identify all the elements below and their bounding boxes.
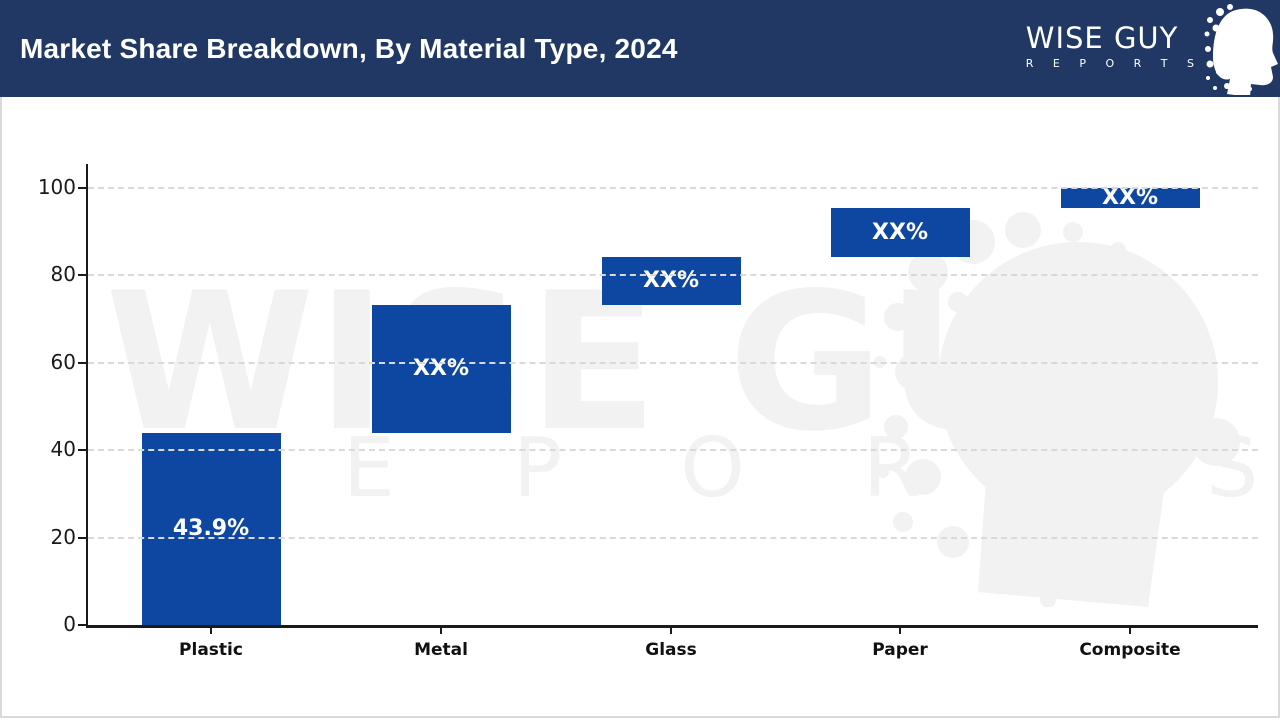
y-tick-label: 80	[50, 262, 76, 286]
bar-value-label: XX%	[1102, 185, 1158, 211]
x-category-label: Glass	[645, 640, 697, 660]
gridline-40	[88, 449, 1258, 451]
bar-value-label: XX%	[872, 219, 928, 245]
bar-metal: XX%	[371, 304, 511, 433]
x-category-label: Metal	[414, 640, 468, 660]
y-tick-mark	[78, 536, 87, 539]
gridline-80	[88, 274, 1258, 276]
logo-head-icon	[1204, 4, 1278, 95]
y-tick-mark	[78, 361, 87, 364]
y-tick-label: 100	[37, 174, 76, 199]
bar-value-label: XX%	[643, 268, 699, 294]
bar-paper: XX%	[830, 208, 970, 257]
bar-value-label: XX%	[413, 356, 469, 382]
gridline-20	[88, 536, 1258, 539]
y-axis-line	[86, 164, 88, 627]
y-tick-label: 60	[50, 349, 76, 374]
y-tick-mark	[78, 274, 87, 276]
x-category-label: Composite	[1079, 640, 1181, 660]
x-tick-mark	[440, 628, 442, 634]
x-tick-mark	[210, 628, 212, 634]
y-tick-mark	[78, 624, 87, 626]
bar-glass: XX%	[601, 256, 741, 305]
y-tick-mark	[78, 186, 87, 189]
watermark-head-icon	[874, 212, 1240, 607]
y-tick-label: 40	[50, 437, 76, 461]
logo-wordmark: WISE GUY	[1025, 21, 1179, 55]
y-tick-label: 0	[63, 612, 76, 636]
y-tick-label: 20	[50, 524, 76, 549]
y-tick-mark	[78, 449, 87, 451]
wiseguy-logo: WISE GUY R E P O R T S	[1025, 21, 1202, 71]
x-tick-mark	[670, 628, 672, 634]
chart-title: Market Share Breakdown, By Material Type…	[20, 32, 678, 64]
gridline-60	[88, 361, 1258, 364]
gridline-100	[88, 186, 1258, 189]
x-axis-line	[86, 625, 1258, 628]
x-category-label: Paper	[872, 640, 928, 660]
x-tick-mark	[1129, 628, 1131, 634]
bar-plastic: 43.9%	[141, 432, 281, 625]
x-tick-mark	[899, 628, 901, 634]
logo-subtext: R E P O R T S	[1025, 57, 1202, 70]
bar-composite: XX%	[1060, 185, 1200, 211]
header: Market Share Breakdown, By Material Type…	[0, 0, 1280, 97]
x-category-label: Plastic	[179, 640, 243, 660]
